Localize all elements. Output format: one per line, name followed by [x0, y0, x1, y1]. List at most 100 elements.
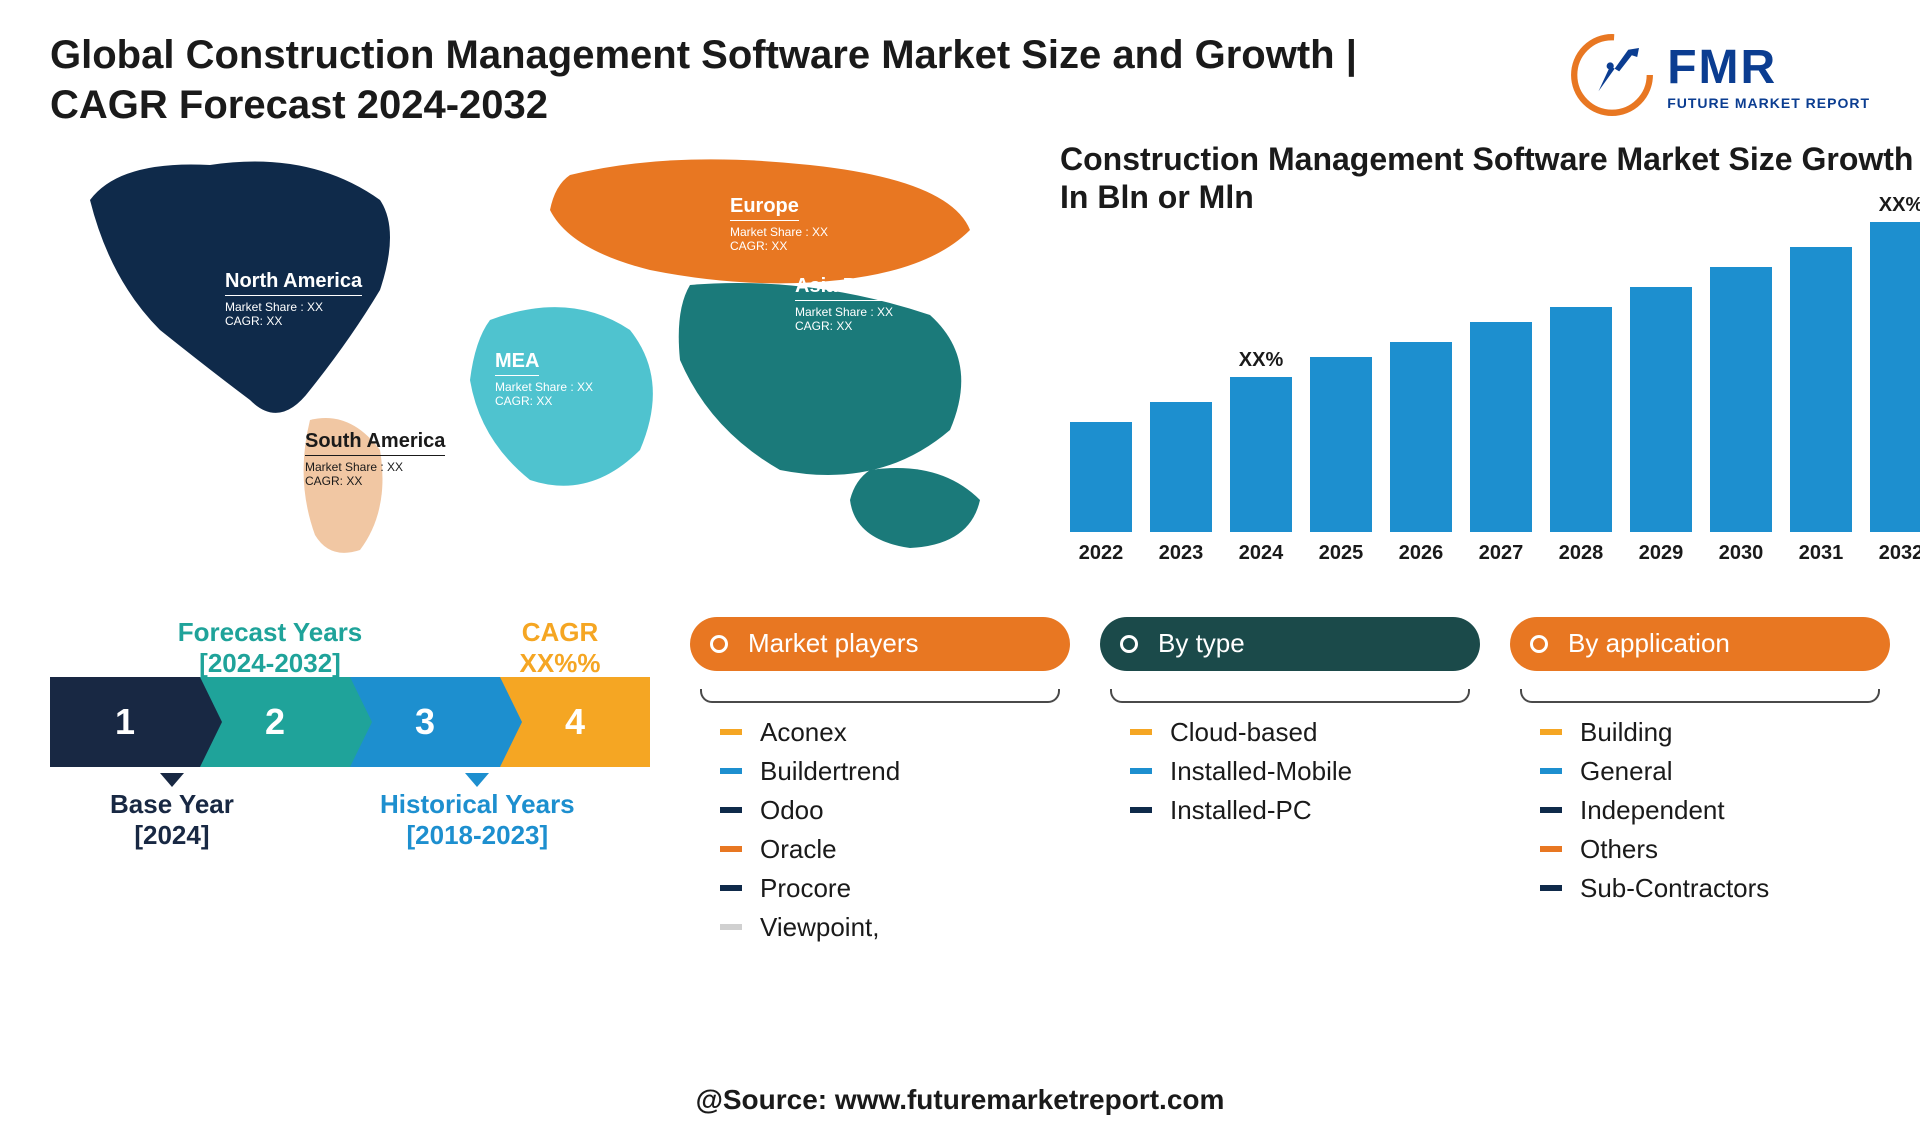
pillar-header: By application: [1510, 617, 1890, 671]
tl-label: CAGR: [522, 617, 599, 648]
bar-2024: XX% 2024: [1230, 377, 1292, 565]
bar-rect: [1230, 377, 1292, 532]
list-item-text: Buildertrend: [760, 756, 900, 787]
list-item-text: Others: [1580, 834, 1658, 865]
region-name: North America: [225, 270, 362, 296]
bar-year-label: 2029: [1639, 542, 1684, 565]
bracket-line: [1520, 689, 1880, 703]
list-item-text: Oracle: [760, 834, 837, 865]
list-item: Installed-PC: [1130, 795, 1480, 826]
region-cagr: CAGR: XX: [305, 474, 475, 488]
timeline-bottom-label: Base Year [2024]: [110, 773, 234, 851]
tick-icon: [1540, 729, 1562, 735]
timeline: Forecast Years [2024-2032] CAGR XX%% 123…: [50, 617, 650, 887]
bar-top-label: XX%: [1879, 194, 1920, 217]
triangle-down-icon: [160, 773, 184, 787]
tick-icon: [720, 885, 742, 891]
bar-rect: [1790, 247, 1852, 532]
tick-icon: [720, 924, 742, 930]
list-item: Procore: [720, 873, 1070, 904]
list-item-text: Viewpoint,: [760, 912, 880, 943]
tick-icon: [720, 768, 742, 774]
bar-year-label: 2030: [1719, 542, 1764, 565]
bar-2026: 2026: [1390, 342, 1452, 565]
bar-2029: 2029: [1630, 287, 1692, 565]
source-attribution: @Source: www.futuremarketreport.com: [0, 1084, 1920, 1116]
pillar-list: Cloud-based Installed-Mobile Installed-P…: [1100, 703, 1480, 826]
pillar-list: Aconex Buildertrend Odoo Oracle Procore …: [690, 703, 1070, 943]
region-share: Market Share : XX: [495, 380, 645, 394]
region-label-north-america: North America Market Share : XX CAGR: XX: [225, 270, 395, 328]
tl-sublabel: [2024-2032]: [199, 648, 341, 679]
bar-year-label: 2025: [1319, 542, 1364, 565]
bar-year-label: 2023: [1159, 542, 1204, 565]
bracket-line: [1110, 689, 1470, 703]
chart-area: 2022 2023 XX% 2024 2025 2026 2027 2028 20…: [1060, 237, 1920, 567]
bar-2031: 2031: [1790, 247, 1852, 565]
bracket-line: [700, 689, 1060, 703]
region-name: Europe: [730, 195, 799, 221]
timeline-segment-3: 3: [350, 677, 500, 767]
bar-2032: XX% 2032: [1870, 222, 1920, 565]
pillar-market-players: Market players Aconex Buildertrend Odoo …: [690, 617, 1070, 951]
bar-rect: [1310, 357, 1372, 532]
list-item: Cloud-based: [1130, 717, 1480, 748]
tick-icon: [720, 807, 742, 813]
list-item-text: Aconex: [760, 717, 847, 748]
list-item: Building: [1540, 717, 1890, 748]
bar-2027: 2027: [1470, 322, 1532, 565]
tl-sublabel: [2024]: [134, 820, 209, 851]
list-item-text: Procore: [760, 873, 851, 904]
header: Global Construction Management Software …: [50, 30, 1870, 130]
brand-logo: FMR FUTURE MARKET REPORT: [1567, 30, 1870, 120]
dot-icon: [1530, 635, 1548, 653]
region-name: MEA: [495, 350, 539, 376]
region-share: Market Share : XX: [730, 225, 880, 239]
bar-2023: 2023: [1150, 402, 1212, 565]
list-item: Others: [1540, 834, 1890, 865]
tl-label: Base Year: [110, 789, 234, 820]
region-share: Market Share : XX: [305, 460, 475, 474]
dot-icon: [1120, 635, 1138, 653]
tl-label: Historical Years: [380, 789, 575, 820]
list-item-text: Cloud-based: [1170, 717, 1317, 748]
bar-rect: [1630, 287, 1692, 532]
list-item: General: [1540, 756, 1890, 787]
timeline-bottom-label: Historical Years [2018-2023]: [380, 773, 575, 851]
region-share: Market Share : XX: [795, 305, 965, 319]
timeline-segment-4: 4: [500, 677, 650, 767]
list-item-text: Independent: [1580, 795, 1725, 826]
tick-icon: [1540, 885, 1562, 891]
bar-year-label: 2022: [1079, 542, 1124, 565]
list-item: Sub-Contractors: [1540, 873, 1890, 904]
bar-2025: 2025: [1310, 357, 1372, 565]
pillar-header: Market players: [690, 617, 1070, 671]
pillar-list: Building General Independent Others Sub-…: [1510, 703, 1890, 904]
page-title: Global Construction Management Software …: [50, 30, 1450, 130]
list-item: Buildertrend: [720, 756, 1070, 787]
timeline-segment-2: 2: [200, 677, 350, 767]
top-row: North America Market Share : XX CAGR: XX…: [50, 140, 1870, 567]
bar-rect: [1150, 402, 1212, 532]
list-item-text: Installed-Mobile: [1170, 756, 1352, 787]
pillar-by-application: By application Building General Independ…: [1510, 617, 1890, 951]
bar-year-label: 2024: [1239, 542, 1284, 565]
tick-icon: [1130, 768, 1152, 774]
bar-rect: [1390, 342, 1452, 532]
tick-icon: [1130, 729, 1152, 735]
bar-year-label: 2026: [1399, 542, 1444, 565]
list-item-text: Sub-Contractors: [1580, 873, 1769, 904]
list-item: Oracle: [720, 834, 1070, 865]
bar-year-label: 2027: [1479, 542, 1524, 565]
list-item-text: General: [1580, 756, 1673, 787]
list-item-text: Odoo: [760, 795, 824, 826]
tl-sublabel: XX%%: [520, 648, 601, 679]
list-item: Odoo: [720, 795, 1070, 826]
logo-text: FMR FUTURE MARKET REPORT: [1667, 40, 1870, 111]
bar-rect: [1470, 322, 1532, 532]
region-cagr: CAGR: XX: [795, 319, 965, 333]
tick-icon: [720, 729, 742, 735]
bar-2028: 2028: [1550, 307, 1612, 565]
region-label-asia-pacific: Asia Pacific Market Share : XX CAGR: XX: [795, 275, 965, 333]
list-item: Independent: [1540, 795, 1890, 826]
